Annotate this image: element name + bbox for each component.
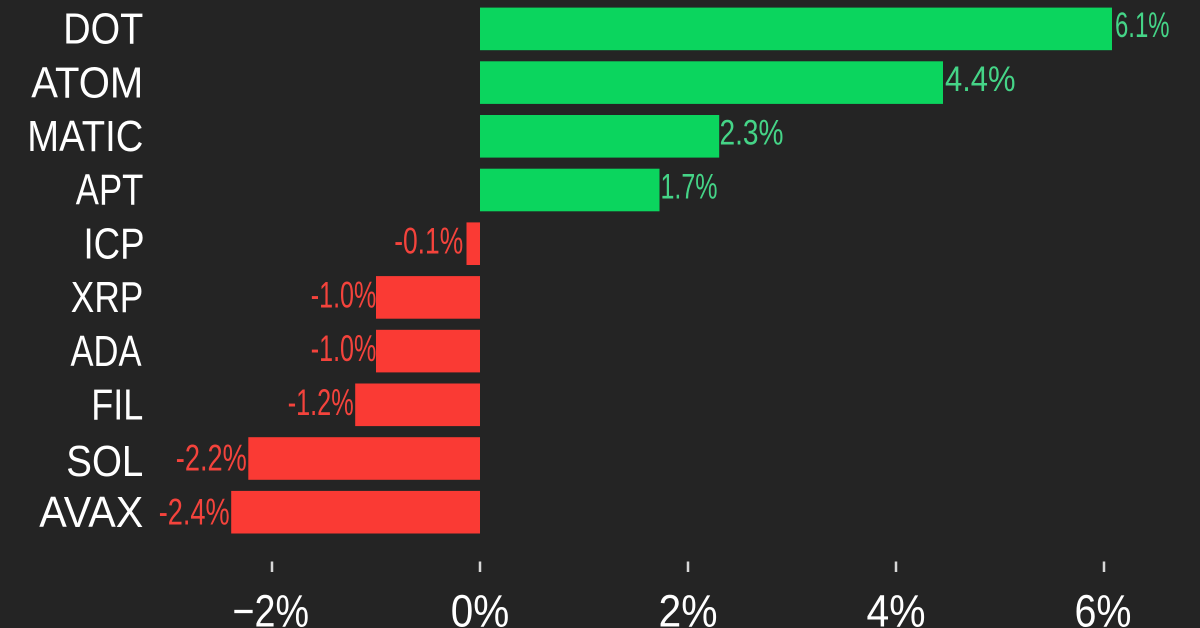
svg-text:APT: APT	[76, 167, 144, 215]
svg-text:-1.0%: -1.0%	[311, 274, 377, 315]
svg-text:−2%: −2%	[233, 586, 310, 628]
svg-text:2.3%: 2.3%	[720, 114, 784, 153]
svg-text:XRP: XRP	[71, 274, 144, 322]
svg-text:6%: 6%	[1075, 586, 1132, 628]
svg-text:DOT: DOT	[63, 6, 143, 54]
svg-text:-2.2%: -2.2%	[176, 438, 247, 479]
svg-text:6.1%: 6.1%	[1115, 6, 1170, 45]
svg-text:SOL: SOL	[66, 438, 143, 486]
svg-text:-0.1%: -0.1%	[394, 221, 463, 262]
svg-text:ICP: ICP	[84, 220, 145, 268]
svg-text:ATOM: ATOM	[31, 59, 143, 107]
svg-text:1.7%: 1.7%	[661, 167, 718, 206]
svg-text:AVAX: AVAX	[39, 489, 143, 537]
svg-text:-2.4%: -2.4%	[159, 491, 230, 532]
svg-text:MATIC: MATIC	[27, 113, 143, 161]
svg-text:4%: 4%	[867, 586, 926, 628]
svg-text:FIL: FIL	[91, 382, 143, 430]
svg-text:2%: 2%	[659, 586, 718, 628]
svg-text:-1.2%: -1.2%	[288, 382, 354, 423]
svg-text:ADA: ADA	[71, 328, 142, 376]
svg-text:0%: 0%	[451, 586, 510, 628]
svg-text:-1.0%: -1.0%	[311, 328, 377, 369]
svg-text:4.4%: 4.4%	[945, 60, 1016, 99]
